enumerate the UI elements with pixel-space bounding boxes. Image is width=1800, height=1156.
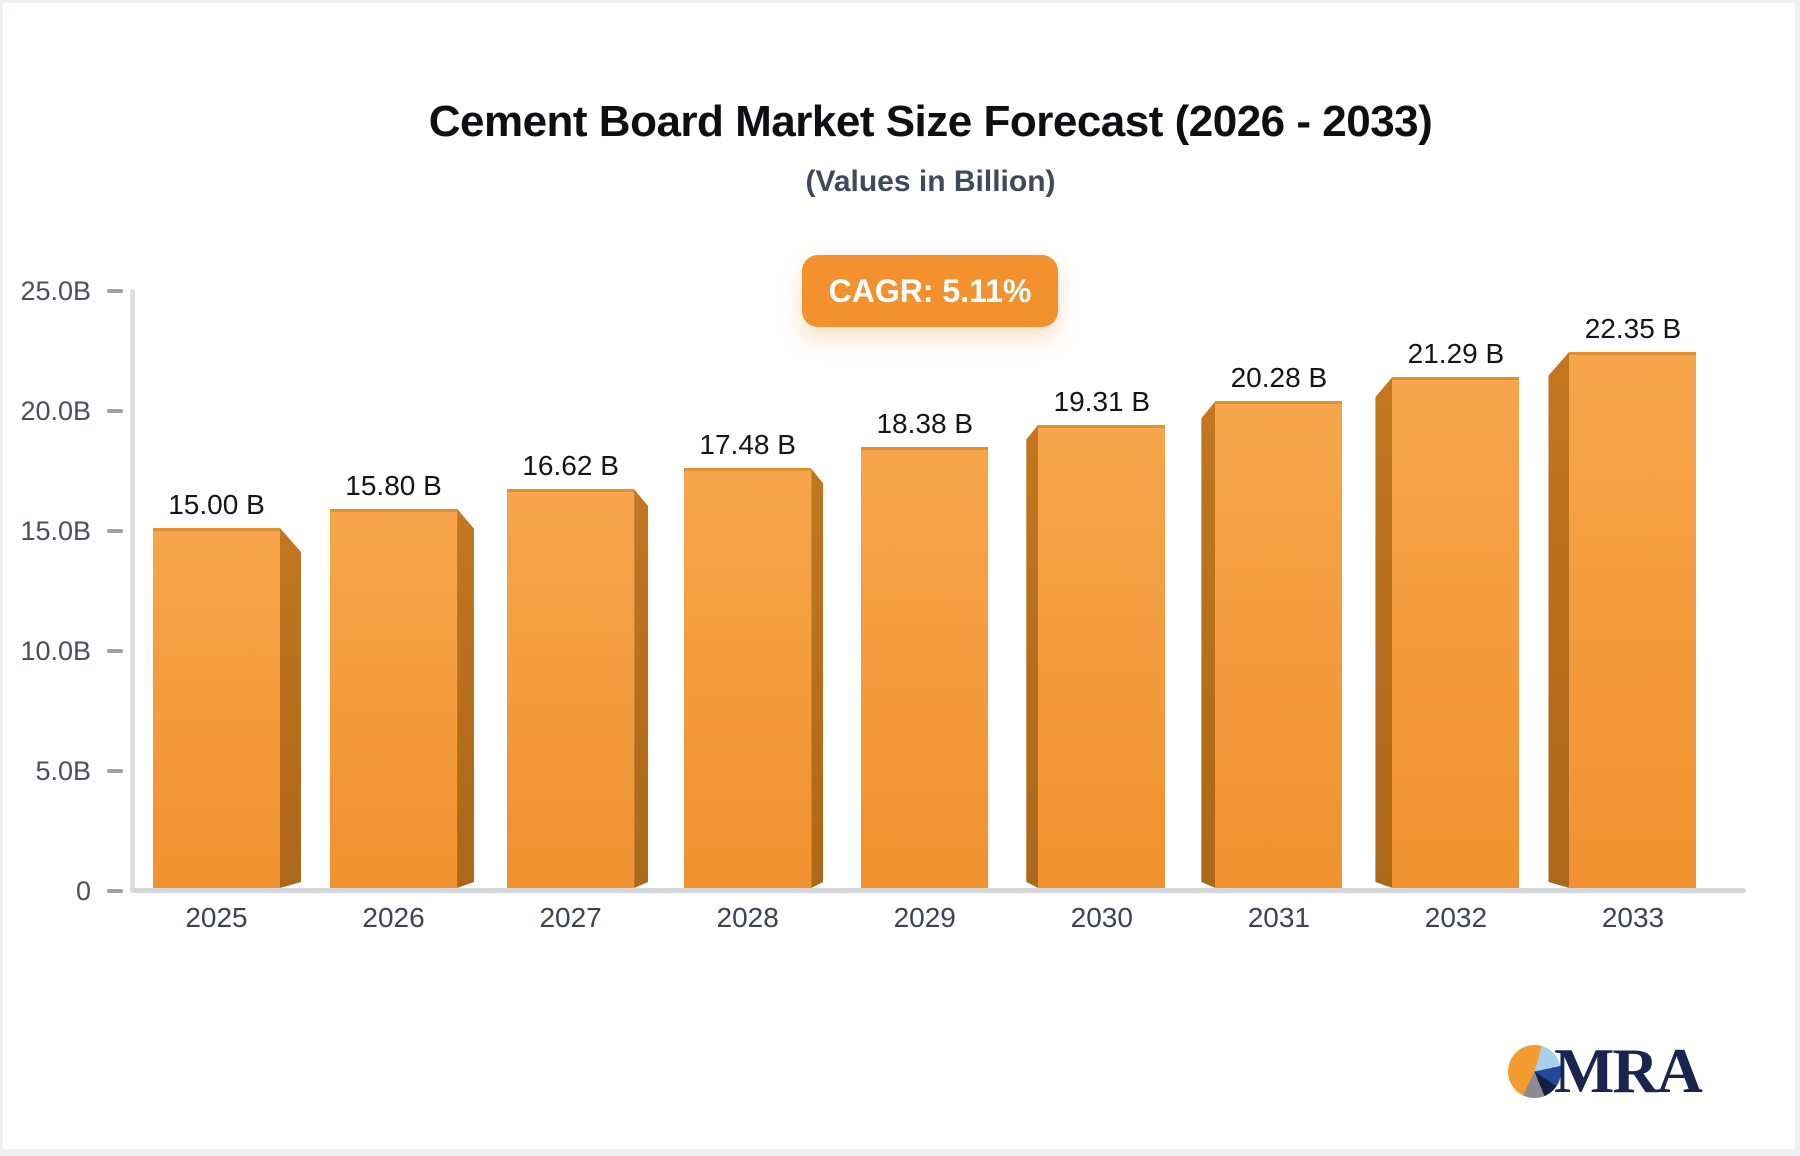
bar-side-2032 <box>1375 377 1392 888</box>
bar-value-label: 17.48 B <box>699 429 796 461</box>
bar-2027[interactable] <box>507 489 635 888</box>
y-tick-mark <box>107 769 123 773</box>
bar-value-label: 21.29 B <box>1407 338 1505 370</box>
x-tick-label-2032: 2032 <box>1424 902 1488 933</box>
y-tick-label: 25.0B <box>20 276 91 306</box>
mra-logo: MRA <box>1506 1037 1736 1109</box>
bar-value-label: 22.35 B <box>1584 312 1682 344</box>
y-tick-mark <box>107 529 123 533</box>
bar-2030[interactable] <box>1038 424 1166 888</box>
chart-card: Cement Board Market Size Forecast (2026 … <box>3 3 1795 1149</box>
bar-side-2027 <box>634 489 648 888</box>
x-tick-label-2026: 2026 <box>362 902 425 933</box>
bar-2029[interactable] <box>861 446 989 888</box>
bar-value-label: 16.62 B <box>522 450 619 482</box>
bar-side-2033 <box>1548 352 1569 888</box>
bar-value-label: 15.80 B <box>345 469 442 501</box>
bar-value-label: 19.31 B <box>1053 385 1151 417</box>
chart-subtitle: (Values in Billion) <box>805 165 1056 198</box>
bar-2033[interactable] <box>1569 351 1697 888</box>
mra-logo-text: MRA <box>1554 1035 1703 1106</box>
y-tick-label: 0 <box>75 876 91 906</box>
bar-side-2031 <box>1201 401 1215 888</box>
y-tick-mark <box>107 889 123 893</box>
bar-side-2030 <box>1026 425 1038 888</box>
bar-2028[interactable] <box>684 468 812 888</box>
x-tick-label-2025: 2025 <box>185 902 248 933</box>
bar-side-2028 <box>811 468 823 888</box>
bar-side-2025 <box>280 528 301 888</box>
x-tick-label-2031: 2031 <box>1247 902 1310 933</box>
x-axis-line <box>130 888 1746 893</box>
y-tick-label: 20.0B <box>20 396 91 426</box>
x-tick-label-2029: 2029 <box>893 902 956 933</box>
bar-value-label: 18.38 B <box>876 407 973 439</box>
y-tick-mark <box>107 649 123 653</box>
x-tick-label-2027: 2027 <box>539 902 602 933</box>
x-tick-label-2030: 2030 <box>1070 902 1133 933</box>
bar-2032[interactable] <box>1392 377 1520 888</box>
pie-chart-logo-icon <box>1508 1045 1561 1098</box>
x-tick-label-2028: 2028 <box>716 902 779 933</box>
y-tick-mark <box>107 409 123 413</box>
bar-2026[interactable] <box>330 508 458 888</box>
bar-2025[interactable] <box>153 528 280 888</box>
bar-side-2026 <box>457 509 474 888</box>
cagr-badge: CAGR: 5.11% <box>802 255 1058 327</box>
y-tick-label: 5.0B <box>35 756 91 786</box>
cagr-badge-label: CAGR: 5.11% <box>828 272 1032 309</box>
bar-value-label: 20.28 B <box>1230 362 1328 394</box>
bar-value-label: 15.00 B <box>168 489 265 520</box>
y-tick-label: 15.0B <box>20 516 91 546</box>
bar-2031[interactable] <box>1215 401 1343 888</box>
y-tick-mark <box>107 289 123 293</box>
chart-title: Cement Board Market Size Forecast (2026 … <box>428 97 1433 146</box>
x-tick-label-2033: 2033 <box>1601 902 1665 933</box>
y-axis-line <box>130 289 135 891</box>
y-tick-label: 10.0B <box>20 636 91 666</box>
